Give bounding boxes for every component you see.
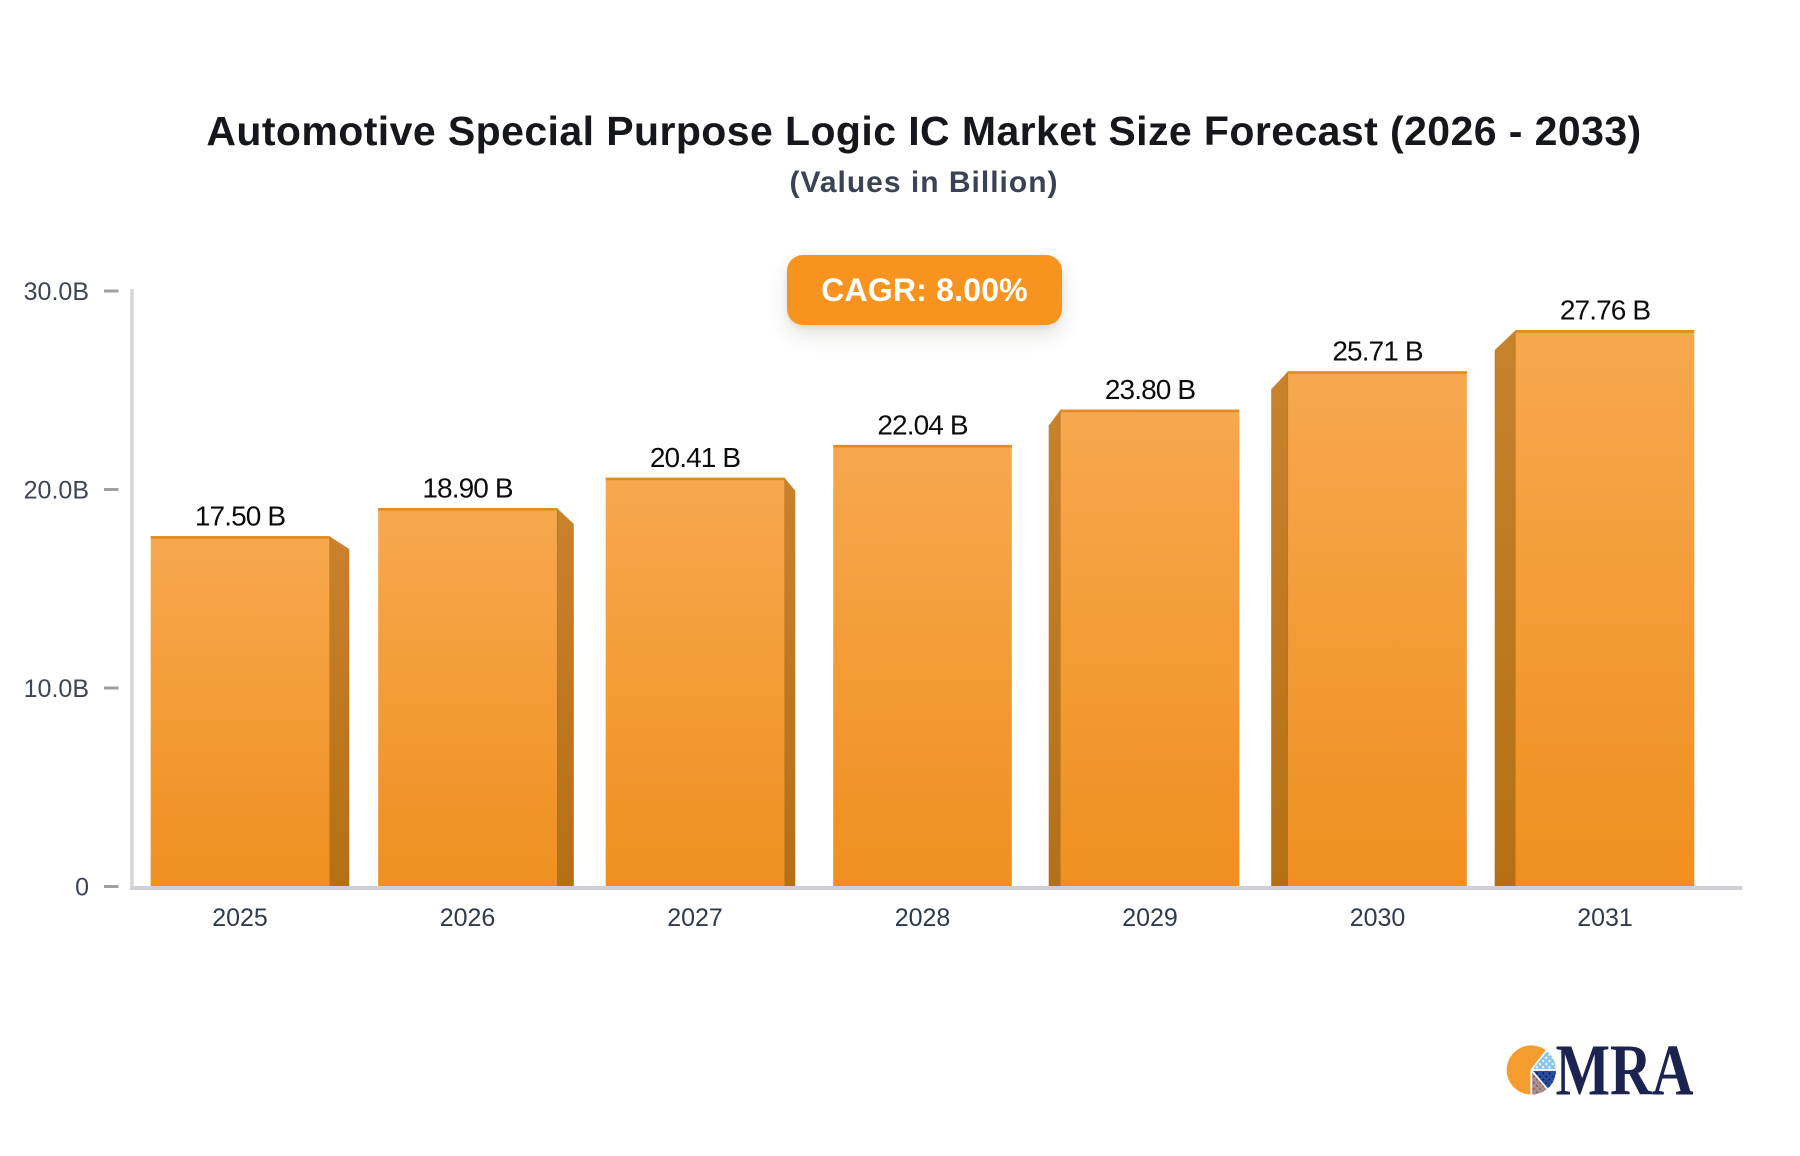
y-axis-tick (104, 488, 119, 491)
bar-front-face (1288, 371, 1467, 888)
bar-value-label: 23.80 B (1105, 374, 1195, 405)
bar-front-face (833, 444, 1012, 888)
x-axis-label: 2025 (212, 904, 268, 932)
bar-2027: 20.41 B 2027 (605, 442, 796, 932)
y-axis-label: 10.0B (24, 675, 89, 703)
bar-front-face (1060, 409, 1240, 888)
pie-slice-separator (1530, 1050, 1548, 1071)
pie-slice-separator (1530, 1069, 1548, 1090)
page-title: Automotive Special Purpose Logic IC Mark… (206, 108, 1642, 154)
bar-2026: 18.90 B 2026 (378, 472, 574, 932)
bar-value-label: 27.76 B (1560, 295, 1650, 326)
x-axis-label: 2028 (895, 904, 951, 932)
y-axis-label: 0 (75, 874, 89, 902)
y-axis-label: 20.0B (24, 477, 89, 505)
brand-wordmark: MRA (1556, 1030, 1694, 1111)
x-axis-label: 2029 (1122, 904, 1178, 932)
bar-front-face (605, 477, 785, 888)
bar-front-face (1515, 330, 1695, 888)
y-axis-label: 30.0B (24, 278, 89, 306)
x-axis-label: 2026 (440, 904, 496, 932)
bar-top-edge (1515, 330, 1695, 333)
bar-value-label: 20.41 B (650, 442, 740, 473)
pie-chart-logo-icon (1506, 1045, 1556, 1095)
bar-side-face (1048, 409, 1061, 888)
bar-front-face (378, 507, 557, 888)
bar-top-edge (150, 536, 330, 539)
bar-top-edge (1288, 371, 1467, 374)
bar-front-face (150, 536, 330, 888)
bar-side-face (329, 536, 350, 888)
bar-2029: 23.80 B 2029 (1048, 374, 1240, 932)
axes: 0 10.0B 20.0B 30.0B (24, 278, 1743, 902)
cagr-badge: CAGR: 8.00% (787, 255, 1062, 325)
bar-top-edge (833, 444, 1012, 448)
y-axis-tick (104, 289, 119, 293)
x-axis-label: 2030 (1350, 904, 1406, 932)
bar-top-edge (378, 507, 557, 511)
bar-2028: 22.04 B 2028 (833, 409, 1012, 932)
pie-slice-dots (1531, 1070, 1556, 1089)
bar-value-label: 22.04 B (877, 409, 967, 440)
bar-value-label: 17.50 B (195, 501, 285, 532)
bar-value-label: 18.90 B (422, 472, 512, 503)
y-axis-tick (104, 686, 119, 690)
bar-2025: 17.50 B 2025 (150, 501, 350, 932)
bar-top-edge (1060, 409, 1240, 413)
x-axis-label: 2031 (1577, 904, 1633, 932)
bar-side-face (784, 477, 796, 888)
bar-2031: 27.76 B 2031 (1494, 295, 1695, 932)
cagr-badge-label: CAGR: 8.00% (821, 271, 1028, 308)
pie-slice-orange (1506, 1045, 1547, 1095)
bar-top-edge (605, 477, 785, 481)
bar-side-face (1494, 330, 1516, 888)
pie-slice-dots (1531, 1050, 1556, 1070)
pie-slice-dots (1531, 1070, 1548, 1095)
bar-side-face (556, 507, 574, 888)
y-axis-tick (104, 885, 119, 888)
bar-2030: 25.71 B 2030 (1271, 336, 1467, 932)
x-axis-label: 2027 (667, 904, 723, 932)
bar-value-label: 25.71 B (1332, 336, 1422, 367)
page-subtitle: (Values in Billion) (789, 166, 1059, 199)
bar-side-face (1271, 371, 1289, 888)
